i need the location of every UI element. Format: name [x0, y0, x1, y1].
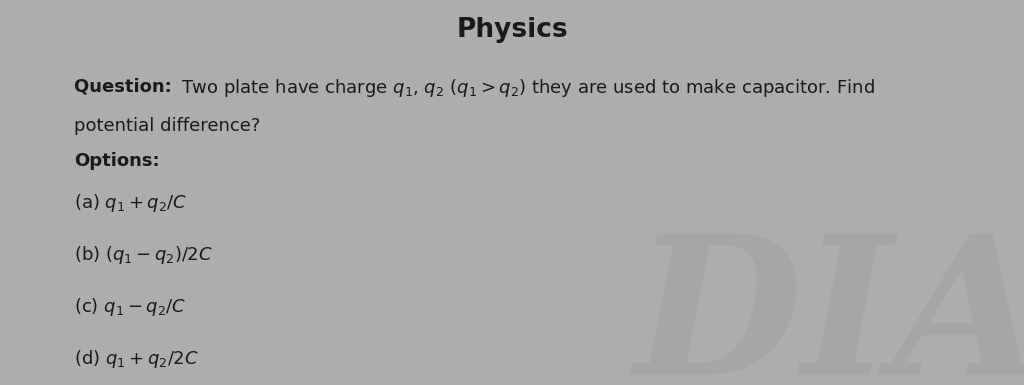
- Text: Options:: Options:: [74, 152, 160, 170]
- Text: Two plate have charge $q_1$, $q_2$ ($q_1 > q_2$) they are used to make capacitor: Two plate have charge $q_1$, $q_2$ ($q_1…: [181, 77, 876, 99]
- Text: Question:: Question:: [74, 77, 178, 95]
- Text: (b) $(q_1-q_2)/2C$: (b) $(q_1-q_2)/2C$: [74, 244, 212, 266]
- Text: Physics: Physics: [456, 17, 568, 44]
- Text: (d) $q_1+q_2/2C$: (d) $q_1+q_2/2C$: [74, 348, 199, 370]
- Text: (c) $q_1-q_2/C$: (c) $q_1-q_2/C$: [74, 296, 186, 318]
- Text: DIA: DIA: [634, 227, 1024, 385]
- Text: potential difference?: potential difference?: [74, 117, 260, 136]
- Text: (a) $q_1+q_2/C$: (a) $q_1+q_2/C$: [74, 192, 187, 214]
